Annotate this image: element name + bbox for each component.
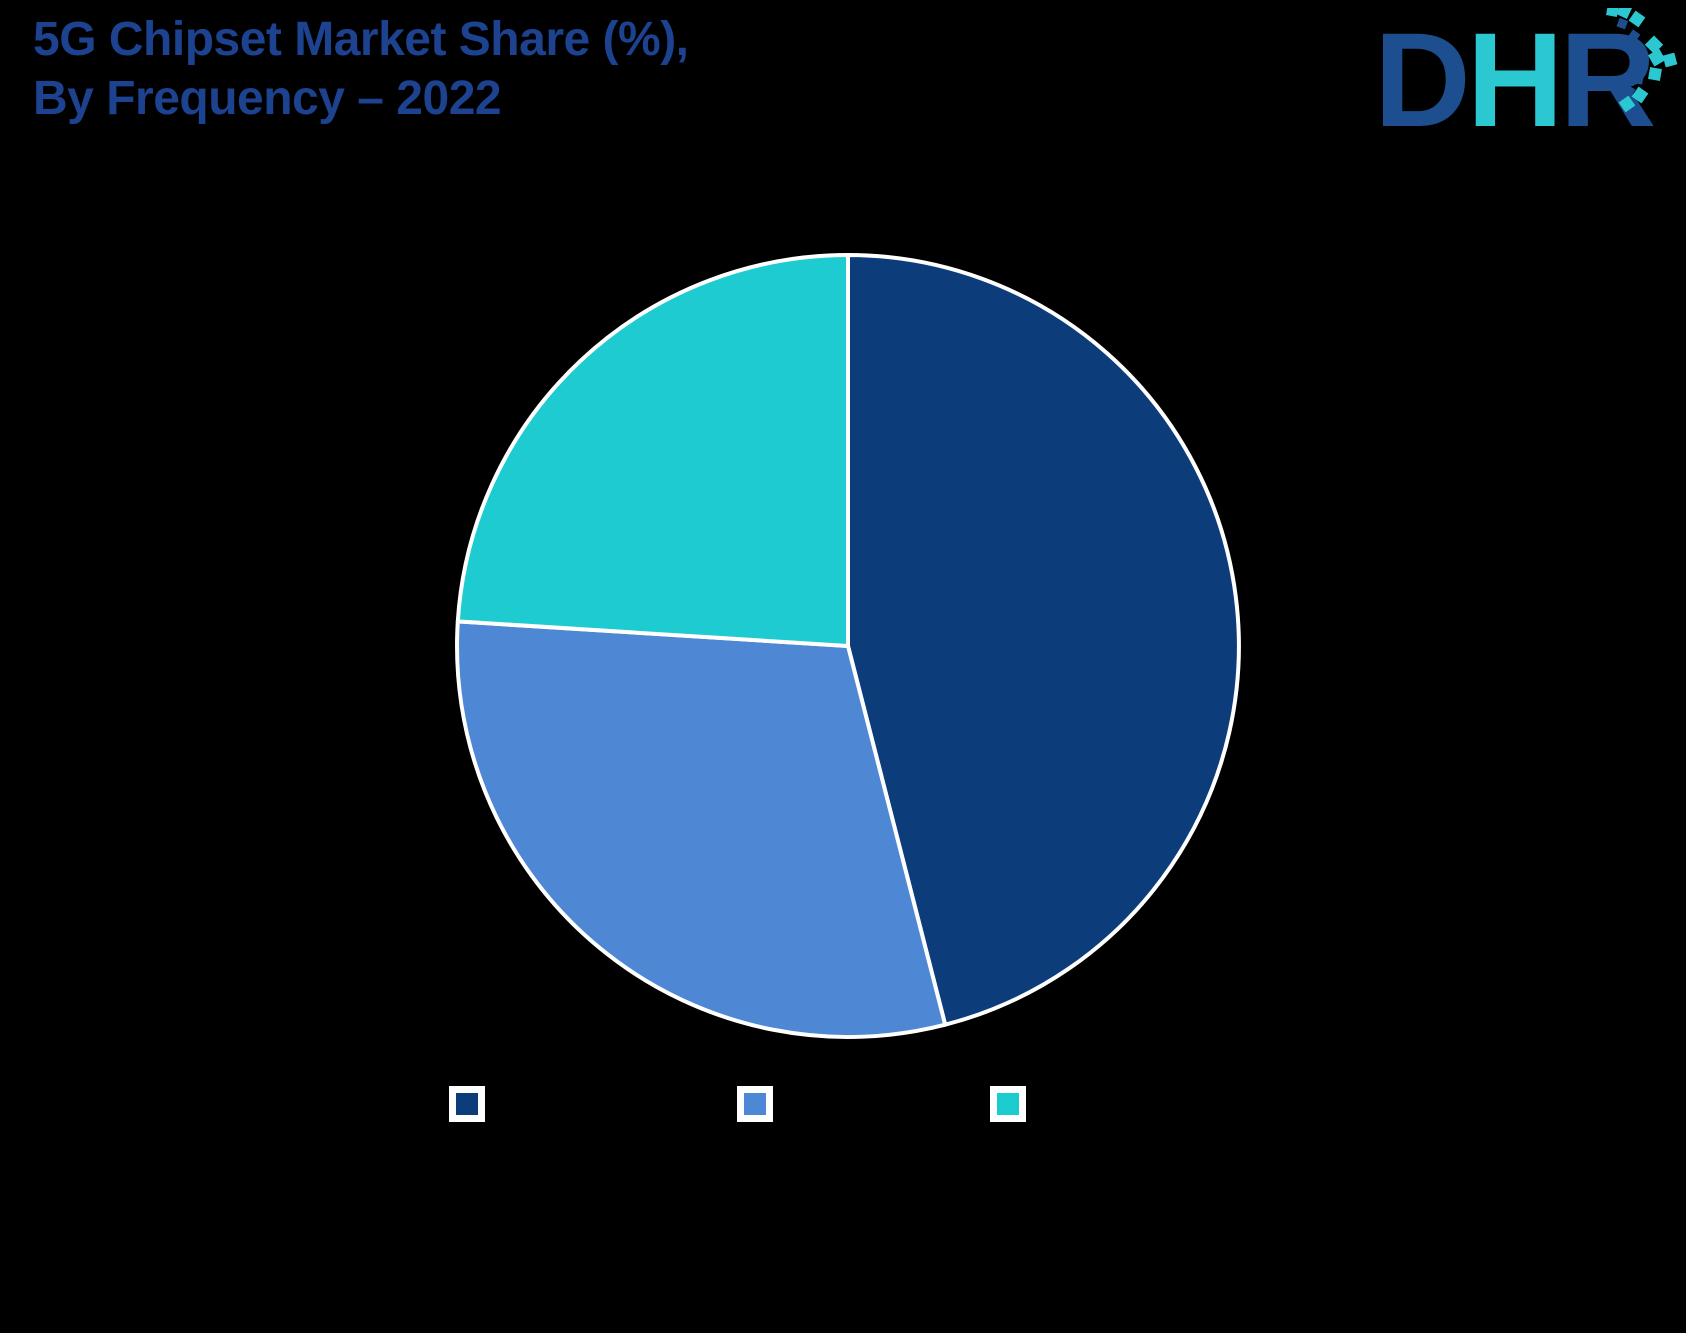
logo-dots-arc (1606, 8, 1678, 113)
legend (0, 1086, 1686, 1126)
legend-swatch-2 (990, 1086, 1026, 1122)
legend-swatch-1 (737, 1086, 773, 1122)
dhr-logo: DHR (1374, 8, 1678, 148)
legend-swatch-0 (449, 1086, 485, 1122)
logo-text: DHR (1374, 8, 1655, 148)
logo-letter-h: H (1467, 8, 1560, 148)
legend-item-2 (990, 1086, 1038, 1122)
pie-slice-2 (455, 253, 850, 648)
pie-slice-0 (846, 253, 1241, 1027)
legend-item-1 (737, 1086, 785, 1122)
chart-title-line1: 5G Chipset Market Share (%), (33, 13, 689, 66)
chart-title-line2: By Frequency – 2022 (33, 72, 502, 125)
chart-title: 5G Chipset Market Share (%), By Frequenc… (33, 10, 689, 128)
legend-item-0 (449, 1086, 497, 1122)
pie-slice-1 (455, 619, 948, 1039)
logo-letter-d: D (1374, 8, 1467, 148)
